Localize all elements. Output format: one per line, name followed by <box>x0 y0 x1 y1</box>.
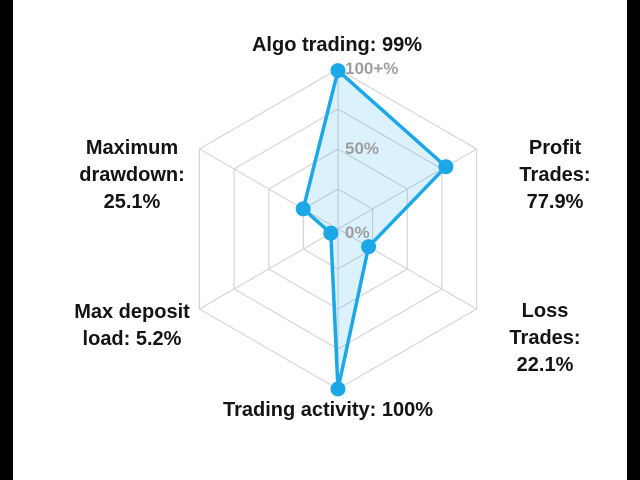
data-polygon-fill <box>303 70 446 389</box>
tick-label-100-percent: 100+% <box>345 59 399 78</box>
right-letterbox-bar <box>627 0 640 480</box>
data-point-maximum-drawdown <box>295 201 311 217</box>
grid-spoke-loss-trades <box>337 228 477 310</box>
tick-label-0-percent: 0% <box>345 223 370 242</box>
data-point-profit-trades <box>438 159 454 175</box>
data-point-max-deposit-load <box>323 225 339 241</box>
axis-label-algo-trading: Algo trading: 99% <box>251 34 423 56</box>
axis-label-trading-activity: Trading activity: 100% <box>222 399 434 421</box>
axis-label-maximum-drawdown: Maximum drawdown: 25.1% <box>79 137 185 213</box>
data-point-algo-trading <box>330 63 346 79</box>
axis-label-loss-trades: Loss Trades: 22.1% <box>509 300 581 376</box>
data-point-trading-activity <box>330 381 346 397</box>
left-letterbox-bar <box>0 0 13 480</box>
grid-spoke-max-deposit-load <box>199 228 339 310</box>
axis-label-profit-trades: Profit Trades: 77.9% <box>519 137 591 213</box>
grid-spoke-profit-trades <box>337 148 477 230</box>
tick-label-50-percent: 50% <box>345 139 380 158</box>
grid-spoke-maximum-drawdown <box>199 148 339 230</box>
data-point-loss-trades <box>361 239 377 255</box>
axis-label-max-deposit-load: Max deposit load: 5.2% <box>74 301 190 350</box>
